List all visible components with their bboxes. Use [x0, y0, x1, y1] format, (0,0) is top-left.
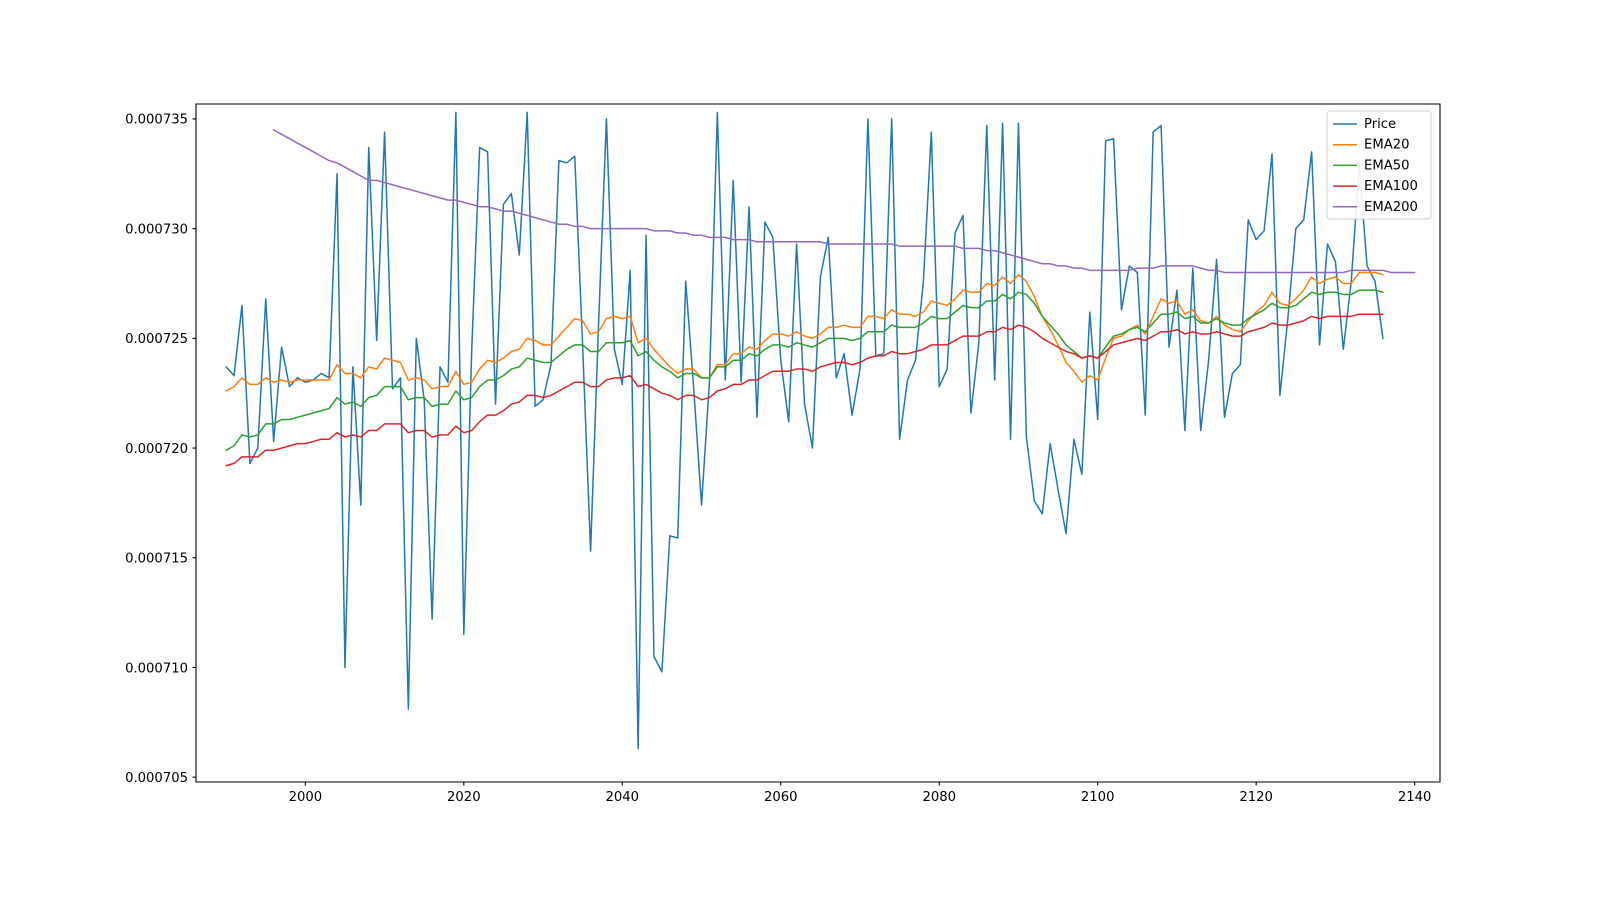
- x-tick-label: 2020: [447, 790, 481, 805]
- series-line-ema20: [225, 271, 1384, 392]
- axes-border: [195, 103, 1441, 783]
- series-line-ema50: [225, 289, 1384, 451]
- y-tick-label: 0.000720: [125, 442, 188, 457]
- y-tick-label: 0.000725: [125, 332, 188, 347]
- y-tick-label: 0.000735: [125, 113, 188, 128]
- legend-label-ema20[interactable]: EMA20: [1364, 138, 1410, 153]
- chart-legend[interactable]: Price EMA20 EMA50 EMA100 EMA200: [1326, 110, 1432, 220]
- y-tick-label: 0.000730: [125, 222, 188, 237]
- x-tick-label: 2100: [1081, 790, 1115, 805]
- series-line-price: [225, 111, 1384, 750]
- y-axis-ticks: 0.000705 0.000710 0.000715 0.000720 0.000725…: [125, 113, 196, 786]
- x-tick-label: 2000: [289, 790, 323, 805]
- x-tick-label: 2140: [1398, 790, 1432, 805]
- legend-label-price[interactable]: Price: [1364, 117, 1396, 132]
- legend-label-ema200[interactable]: EMA200: [1364, 200, 1418, 215]
- y-tick-label: 0.000705: [125, 771, 188, 786]
- legend-label-ema50[interactable]: EMA50: [1364, 158, 1410, 173]
- chart-series-lines: [225, 111, 1416, 750]
- series-line-ema200: [272, 129, 1416, 274]
- x-tick-label: 2080: [922, 790, 956, 805]
- axes-spines: [195, 103, 1441, 783]
- y-tick-label: 0.000710: [125, 661, 188, 676]
- x-axis-ticks: 2000 2020 2040 2060 2080 2100 2120 2140: [289, 782, 1432, 805]
- legend-label-ema100[interactable]: EMA100: [1364, 179, 1418, 194]
- x-tick-label: 2120: [1239, 790, 1273, 805]
- series-line-ema100: [225, 313, 1384, 467]
- x-tick-label: 2060: [764, 790, 798, 805]
- x-tick-label: 2040: [606, 790, 640, 805]
- legend-background: [1326, 110, 1432, 220]
- y-tick-label: 0.000715: [125, 552, 188, 567]
